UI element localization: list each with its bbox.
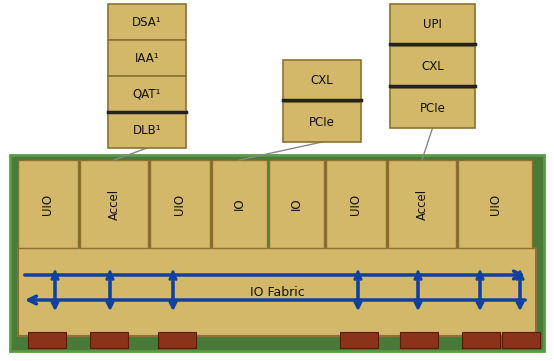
Bar xyxy=(340,332,378,348)
Bar xyxy=(18,248,536,336)
Text: DSA¹: DSA¹ xyxy=(132,16,162,29)
Bar xyxy=(269,160,324,248)
Bar xyxy=(502,332,540,348)
Text: CXL: CXL xyxy=(421,60,444,73)
Text: PCIe: PCIe xyxy=(419,101,445,114)
Text: IO: IO xyxy=(233,198,246,210)
Bar xyxy=(326,160,386,248)
Text: DLB¹: DLB¹ xyxy=(133,123,161,136)
Text: QAT¹: QAT¹ xyxy=(133,87,161,100)
Text: UIO: UIO xyxy=(350,193,362,214)
Text: Accel: Accel xyxy=(416,188,428,219)
Bar xyxy=(108,76,186,112)
Bar xyxy=(390,46,475,86)
Bar xyxy=(150,160,210,248)
Text: Accel: Accel xyxy=(107,188,121,219)
Bar xyxy=(390,4,475,44)
Bar xyxy=(390,88,475,128)
Text: PCIe: PCIe xyxy=(309,116,335,129)
Text: UIO: UIO xyxy=(489,193,501,214)
Bar xyxy=(283,60,361,100)
Bar xyxy=(388,160,456,248)
Bar xyxy=(108,40,186,76)
Bar xyxy=(212,160,267,248)
Bar xyxy=(80,160,148,248)
Text: UIO: UIO xyxy=(42,193,54,214)
Bar xyxy=(283,102,361,142)
Bar xyxy=(18,160,78,248)
Bar xyxy=(90,332,128,348)
Bar xyxy=(462,332,500,348)
Bar xyxy=(10,155,544,351)
Text: IO: IO xyxy=(290,198,303,210)
Bar xyxy=(458,160,532,248)
Text: UPI: UPI xyxy=(423,17,442,30)
Bar xyxy=(108,4,186,40)
Bar xyxy=(108,112,186,148)
Bar xyxy=(28,332,66,348)
Bar xyxy=(400,332,438,348)
Bar xyxy=(158,332,196,348)
Text: IO Fabric: IO Fabric xyxy=(250,286,304,299)
Text: UIO: UIO xyxy=(173,193,187,214)
Text: IAA¹: IAA¹ xyxy=(135,52,160,65)
Text: CXL: CXL xyxy=(311,74,334,87)
